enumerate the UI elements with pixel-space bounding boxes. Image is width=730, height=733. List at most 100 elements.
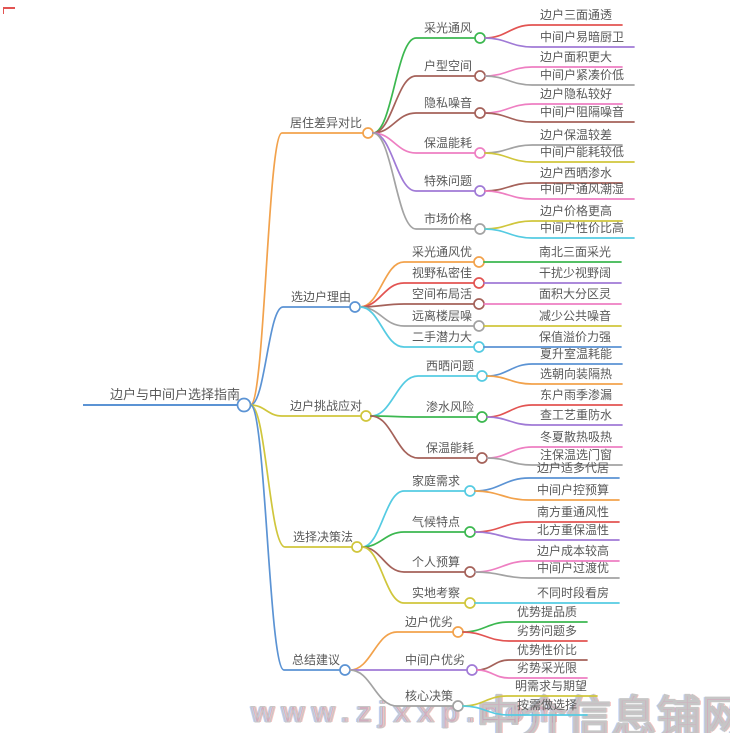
leaf-node-label[interactable]: 冬夏散热吸热 xyxy=(540,430,613,444)
leaf-node-label[interactable]: 注保温选门窗 xyxy=(540,448,613,462)
node-toggle[interactable] xyxy=(464,526,476,538)
topic-node-label[interactable]: 渗水风险 xyxy=(426,400,475,414)
leaf-node-label[interactable]: 边户隐私较好 xyxy=(540,87,613,101)
leaf-node-label[interactable]: 边户面积更大 xyxy=(540,50,613,64)
leaf-node-label[interactable]: 按需做选择 xyxy=(517,698,578,712)
topic-node-label[interactable]: 远离楼层噪 xyxy=(412,309,473,323)
leaf-node-label[interactable]: 减少公共噪音 xyxy=(539,309,612,323)
node-toggle[interactable] xyxy=(464,485,476,497)
leaf-node-label[interactable]: 边户价格更高 xyxy=(540,204,613,218)
leaf-node-label[interactable]: 面积大分区灵 xyxy=(539,287,612,301)
leaf-node-label[interactable]: 中间户紧凑价低 xyxy=(540,68,625,82)
topic-node-label[interactable]: 保温能耗 xyxy=(426,441,475,455)
leaf-node-label[interactable]: 中间户能耗较低 xyxy=(540,145,625,159)
topic-node-label[interactable]: 二手潜力大 xyxy=(412,330,473,344)
topic-node-label[interactable]: 边户优劣 xyxy=(405,615,454,629)
leaf-node-label[interactable]: 边户西晒渗水 xyxy=(540,166,613,180)
branch-edge xyxy=(370,415,478,459)
topic-node-label[interactable]: 保温能耗 xyxy=(424,136,473,150)
topic-node-label[interactable]: 空间布局活 xyxy=(412,287,473,301)
leaf-node-label[interactable]: 边户三面通透 xyxy=(540,8,613,22)
leaf-node-label[interactable]: 南方重通风性 xyxy=(537,505,610,519)
leaf-node-label[interactable]: 夏升室温耗能 xyxy=(540,347,613,361)
leaf-node-label[interactable]: 中间户易暗厨卫 xyxy=(540,30,625,44)
branch-edge xyxy=(372,37,476,134)
node-toggle[interactable] xyxy=(464,597,476,609)
leaf-node-label[interactable]: 劣势问题多 xyxy=(517,624,578,638)
node-toggle[interactable] xyxy=(474,185,486,197)
branch-edge xyxy=(372,112,476,134)
topic-node-label[interactable]: 采光通风 xyxy=(424,21,473,35)
node-toggle[interactable] xyxy=(476,452,488,464)
node-toggle[interactable] xyxy=(474,223,486,235)
leaf-node-label[interactable]: 边户适多代居 xyxy=(537,461,610,475)
leaf-node-label[interactable]: 中间户通风潮湿 xyxy=(540,182,625,196)
topic-node-label[interactable]: 家庭需求 xyxy=(412,474,461,488)
node-toggle[interactable] xyxy=(473,298,485,310)
leaf-node-label[interactable]: 南北三面采光 xyxy=(539,245,612,259)
node-toggle[interactable] xyxy=(349,301,361,313)
leaf-node-label[interactable]: 中间户过渡优 xyxy=(537,561,610,575)
node-toggle[interactable] xyxy=(473,341,485,353)
branch-edge xyxy=(372,75,476,134)
topic-node-label[interactable]: 市场价格 xyxy=(424,212,473,226)
leaf-node-label[interactable]: 中间户控预算 xyxy=(537,483,610,497)
leaf-node-label[interactable]: 东户雨季渗漏 xyxy=(540,388,613,402)
node-toggle[interactable] xyxy=(452,700,464,712)
leaf-node-label[interactable]: 优势提品质 xyxy=(517,605,578,619)
topic-node-label[interactable]: 视野私密佳 xyxy=(412,266,473,280)
node-toggle[interactable] xyxy=(362,127,374,139)
topic-node-label[interactable]: 选择决策法 xyxy=(293,530,354,544)
branch-edge xyxy=(474,490,620,501)
branch-edge xyxy=(249,404,362,417)
topic-node-label[interactable]: 核心决策 xyxy=(405,689,454,703)
topic-node-label[interactable]: 总结建议 xyxy=(292,653,341,667)
node-toggle[interactable] xyxy=(466,664,478,676)
leaf-node-label[interactable]: 中间户阻隔噪音 xyxy=(540,105,625,119)
topic-node-label[interactable]: 特殊问题 xyxy=(424,174,473,188)
topic-node-label[interactable]: 隐私噪音 xyxy=(424,96,473,110)
node-toggle[interactable] xyxy=(474,107,486,119)
topic-node-label[interactable]: 中间户优劣 xyxy=(405,653,466,667)
node-toggle[interactable] xyxy=(476,370,488,382)
node-toggle[interactable] xyxy=(464,566,476,578)
leaf-node-label[interactable]: 中间户性价比高 xyxy=(540,221,625,235)
leaf-node-label[interactable]: 不同时段看房 xyxy=(537,586,610,600)
node-toggle[interactable] xyxy=(452,626,464,638)
node-toggle[interactable] xyxy=(351,541,363,553)
branch-edge xyxy=(484,37,635,48)
node-toggle[interactable] xyxy=(474,32,486,44)
leaf-node-label[interactable]: 边户保温较差 xyxy=(540,128,613,142)
node-toggle[interactable] xyxy=(473,320,485,332)
node-toggle[interactable] xyxy=(474,147,486,159)
leaf-node-label[interactable]: 干扰少视野阔 xyxy=(539,266,612,280)
node-toggle[interactable] xyxy=(473,277,485,289)
corner-mark xyxy=(3,7,15,14)
leaf-node-label[interactable]: 选朝向装隔热 xyxy=(540,367,613,381)
leaf-node-label[interactable]: 查工艺重防水 xyxy=(540,408,613,422)
leaf-node-label[interactable]: 优势性价比 xyxy=(517,643,578,657)
topic-node-label[interactable]: 实地考察 xyxy=(412,586,461,600)
leaf-node-label[interactable]: 明需求与期望 xyxy=(515,679,588,693)
leaf-node-label[interactable]: 劣势采光限 xyxy=(517,661,578,675)
topic-node-label[interactable]: 户型空间 xyxy=(424,59,473,73)
node-toggle[interactable] xyxy=(360,410,372,422)
topic-node-label[interactable]: 西晒问题 xyxy=(426,359,475,373)
leaf-node-label[interactable]: 保值溢价力强 xyxy=(539,330,612,344)
topic-node-label[interactable]: 气候特点 xyxy=(412,515,461,529)
node-toggle[interactable] xyxy=(473,256,485,268)
node-toggle[interactable] xyxy=(476,411,488,423)
leaf-node-label[interactable]: 边户成本较高 xyxy=(537,544,610,558)
topic-node-label[interactable]: 选边户理由 xyxy=(291,290,352,304)
watermark-url-text: www.zjxxp.com xyxy=(250,696,565,730)
topic-node-label[interactable]: 个人预算 xyxy=(412,555,461,569)
topic-node-label[interactable]: 居住差异对比 xyxy=(290,116,363,130)
topic-node-label[interactable]: 采光通风优 xyxy=(412,245,473,259)
node-toggle[interactable] xyxy=(474,70,486,82)
branch-edge xyxy=(484,75,635,86)
leaf-node-label[interactable]: 北方重保温性 xyxy=(537,523,610,537)
branch-edge xyxy=(361,490,466,548)
root-node-label[interactable]: 边户与中间户选择指南 xyxy=(110,387,241,402)
topic-node-label[interactable]: 边户挑战应对 xyxy=(290,399,363,413)
node-toggle[interactable] xyxy=(339,664,351,676)
